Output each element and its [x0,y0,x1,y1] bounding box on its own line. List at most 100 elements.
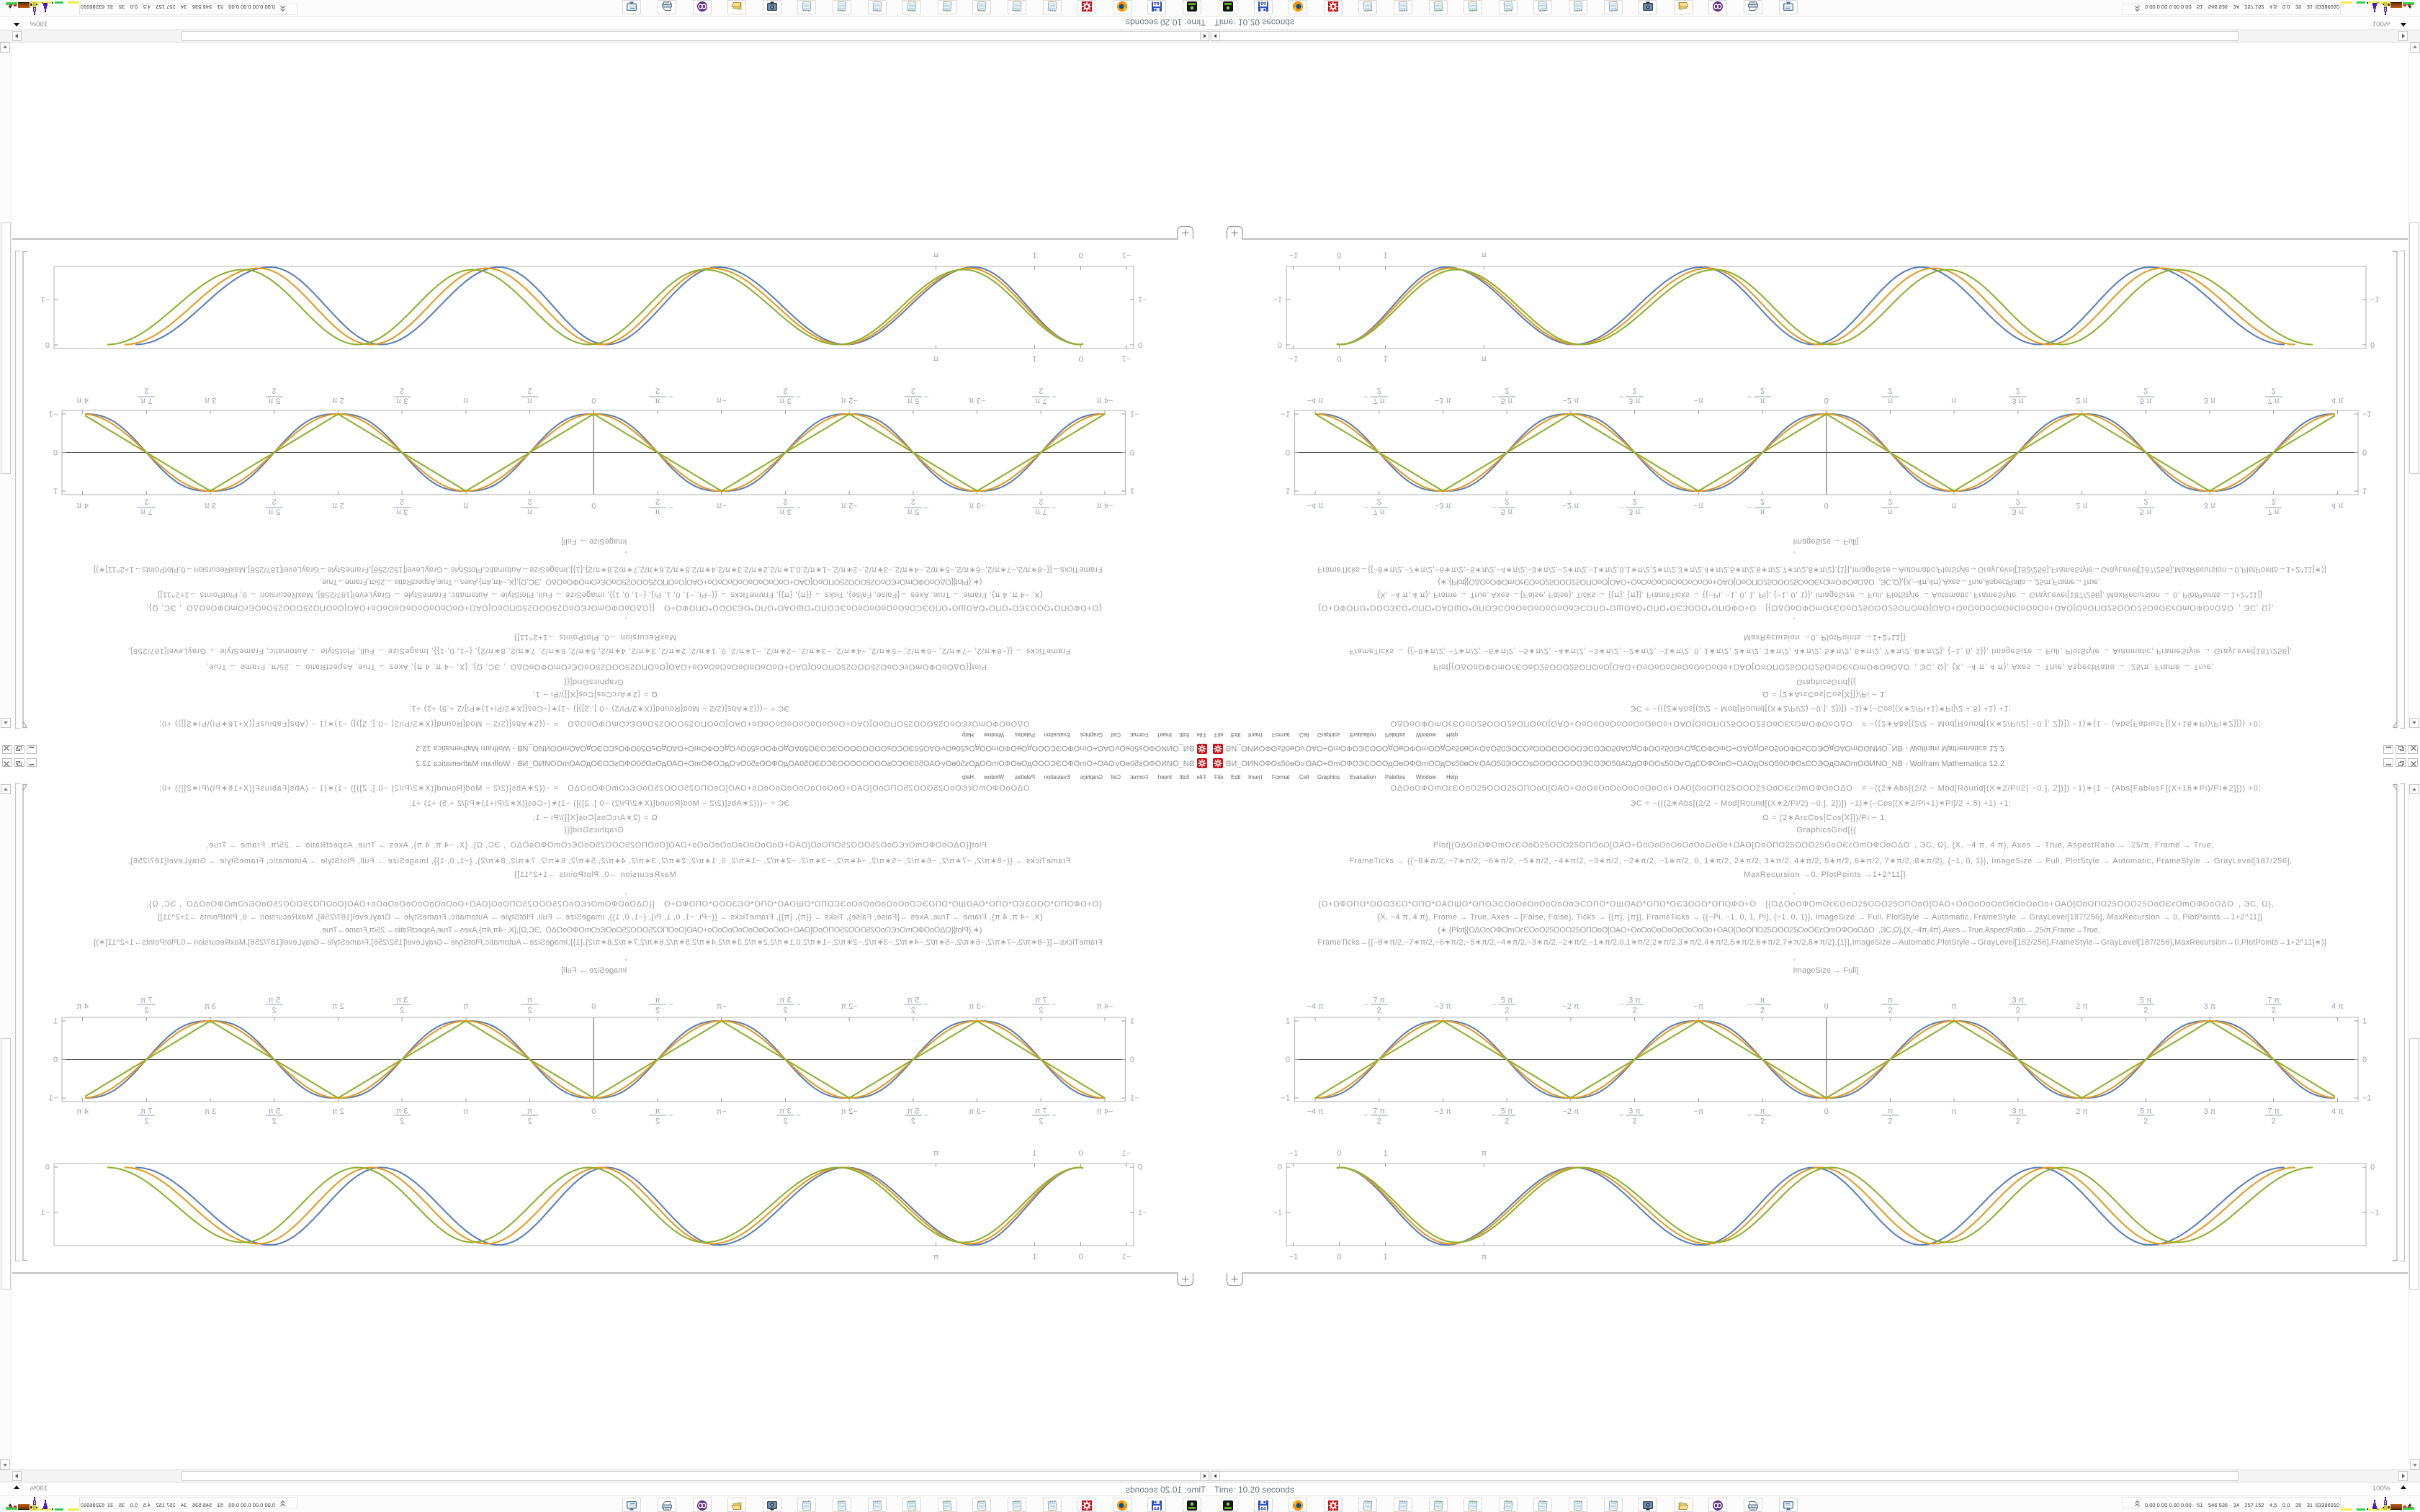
svg-text:−: − [1363,392,1368,401]
svg-text:−: − [924,392,928,401]
svg-text:−: − [1492,392,1496,401]
svg-text:2 π: 2 π [332,501,344,510]
svg-text:3 π: 3 π [1628,996,1641,1005]
svg-text:0: 0 [2362,1056,2367,1064]
svg-text:π: π [1888,508,1894,516]
svg-text:3 π: 3 π [2204,1002,2216,1011]
svg-text:7 π: 7 π [140,508,152,516]
svg-text:π: π [1482,251,1487,259]
svg-text:2: 2 [911,1007,915,1015]
svg-text:7 π: 7 π [1034,397,1047,405]
svg-text:−4 π: −4 π [1096,1002,1113,1011]
svg-text:2 π: 2 π [2076,501,2088,510]
svg-text:3 π: 3 π [1628,508,1641,516]
svg-text:π: π [1482,1149,1487,1158]
svg-text:−3 π: −3 π [969,1002,986,1011]
svg-text:5 π: 5 π [907,996,919,1005]
svg-text:−1: −1 [2370,1209,2380,1218]
svg-text:0: 0 [1078,1253,1083,1261]
svg-text:0: 0 [53,448,58,456]
svg-text:−1: −1 [1281,1094,1290,1103]
svg-text:3 π: 3 π [204,1107,216,1116]
svg-text:−4 π: −4 π [1307,1002,1324,1011]
svg-text:1: 1 [1032,1149,1036,1158]
svg-text:2: 2 [272,387,277,395]
svg-text:−4 π: −4 π [1307,1107,1324,1116]
svg-text:2: 2 [2016,1117,2020,1126]
svg-text:2: 2 [783,387,787,395]
svg-text:π: π [526,508,532,516]
svg-text:2: 2 [1039,498,1043,506]
svg-text:−: − [1052,1112,1056,1120]
svg-text:π: π [1760,397,1765,405]
svg-text:2: 2 [400,498,404,506]
svg-text:2: 2 [2016,387,2020,395]
svg-text:2: 2 [144,1007,148,1015]
svg-text:−3 π: −3 π [1435,1002,1452,1011]
svg-text:2: 2 [2143,1117,2148,1126]
svg-text:64: 64 [1260,1506,1266,1511]
svg-text:2: 2 [783,1007,787,1015]
svg-text:−: − [924,1112,928,1120]
svg-text:64: 64 [1260,1,1266,6]
svg-text:2: 2 [400,1117,404,1126]
svg-text:−2 π: −2 π [1562,1107,1579,1116]
svg-text:5 π: 5 π [268,1107,280,1116]
svg-text:−3 π: −3 π [969,1107,986,1116]
svg-text:π: π [526,1107,532,1116]
svg-text:−π: −π [1693,501,1703,510]
svg-text:5 π: 5 π [2140,996,2152,1005]
svg-text:−: − [924,503,928,512]
svg-text:5 π: 5 π [907,1107,919,1116]
svg-text:7 π: 7 π [140,1107,152,1116]
svg-text:2: 2 [1505,387,1509,395]
svg-text:2: 2 [272,1007,277,1015]
svg-text:0: 0 [1138,341,1142,349]
svg-text:−π: −π [1693,1107,1703,1116]
svg-text:−: − [1492,1001,1496,1009]
svg-text:7 π: 7 π [2267,996,2280,1005]
svg-text:π: π [655,1107,660,1116]
svg-text:7 π: 7 π [1373,1107,1385,1116]
svg-text:64: 64 [1154,1,1160,6]
svg-text:2: 2 [144,498,148,506]
svg-text:−1: −1 [1122,1149,1131,1158]
svg-text:2: 2 [2143,1007,2148,1015]
svg-text:2: 2 [2272,1117,2276,1126]
svg-text:5 π: 5 π [268,996,280,1005]
svg-text:0: 0 [1337,354,1341,363]
svg-text:−π: −π [716,501,726,510]
svg-text:2: 2 [400,387,404,395]
svg-text:−2 π: −2 π [1562,1002,1579,1011]
svg-text:1: 1 [1286,1017,1290,1026]
svg-text:−π: −π [1693,1002,1703,1011]
svg-text:−1: −1 [1273,295,1282,304]
svg-text:−: − [1747,1001,1752,1009]
svg-text:2: 2 [2272,1007,2276,1015]
svg-text:2: 2 [1760,1007,1765,1015]
svg-text:7 π: 7 π [1373,397,1385,405]
svg-text:2: 2 [655,1117,660,1126]
svg-text:3 π: 3 π [204,396,216,405]
svg-text:3 π: 3 π [2012,996,2024,1005]
svg-text:1: 1 [1032,251,1036,259]
svg-text:−: − [1363,1001,1368,1009]
svg-text:3 π: 3 π [2204,1107,2216,1116]
svg-text:2: 2 [1377,1007,1381,1015]
svg-text:−1: −1 [48,1094,58,1103]
svg-text:3 π: 3 π [395,1107,408,1116]
svg-text:2 π: 2 π [2076,396,2088,405]
svg-text:5 π: 5 π [268,508,280,516]
svg-text:π: π [463,501,469,510]
svg-text:2: 2 [1377,498,1381,506]
svg-text:0: 0 [1130,1056,1134,1064]
svg-text:2: 2 [1505,498,1509,506]
svg-text:π: π [1888,996,1894,1005]
svg-text:−: − [796,1112,800,1120]
svg-text:−1: −1 [1289,1149,1299,1158]
svg-text:5 π: 5 π [268,397,280,405]
svg-text:−1: −1 [1122,251,1131,259]
svg-text:4 π: 4 π [2331,1002,2344,1011]
svg-text:π: π [933,1253,938,1261]
svg-text:4 π: 4 π [76,396,89,405]
